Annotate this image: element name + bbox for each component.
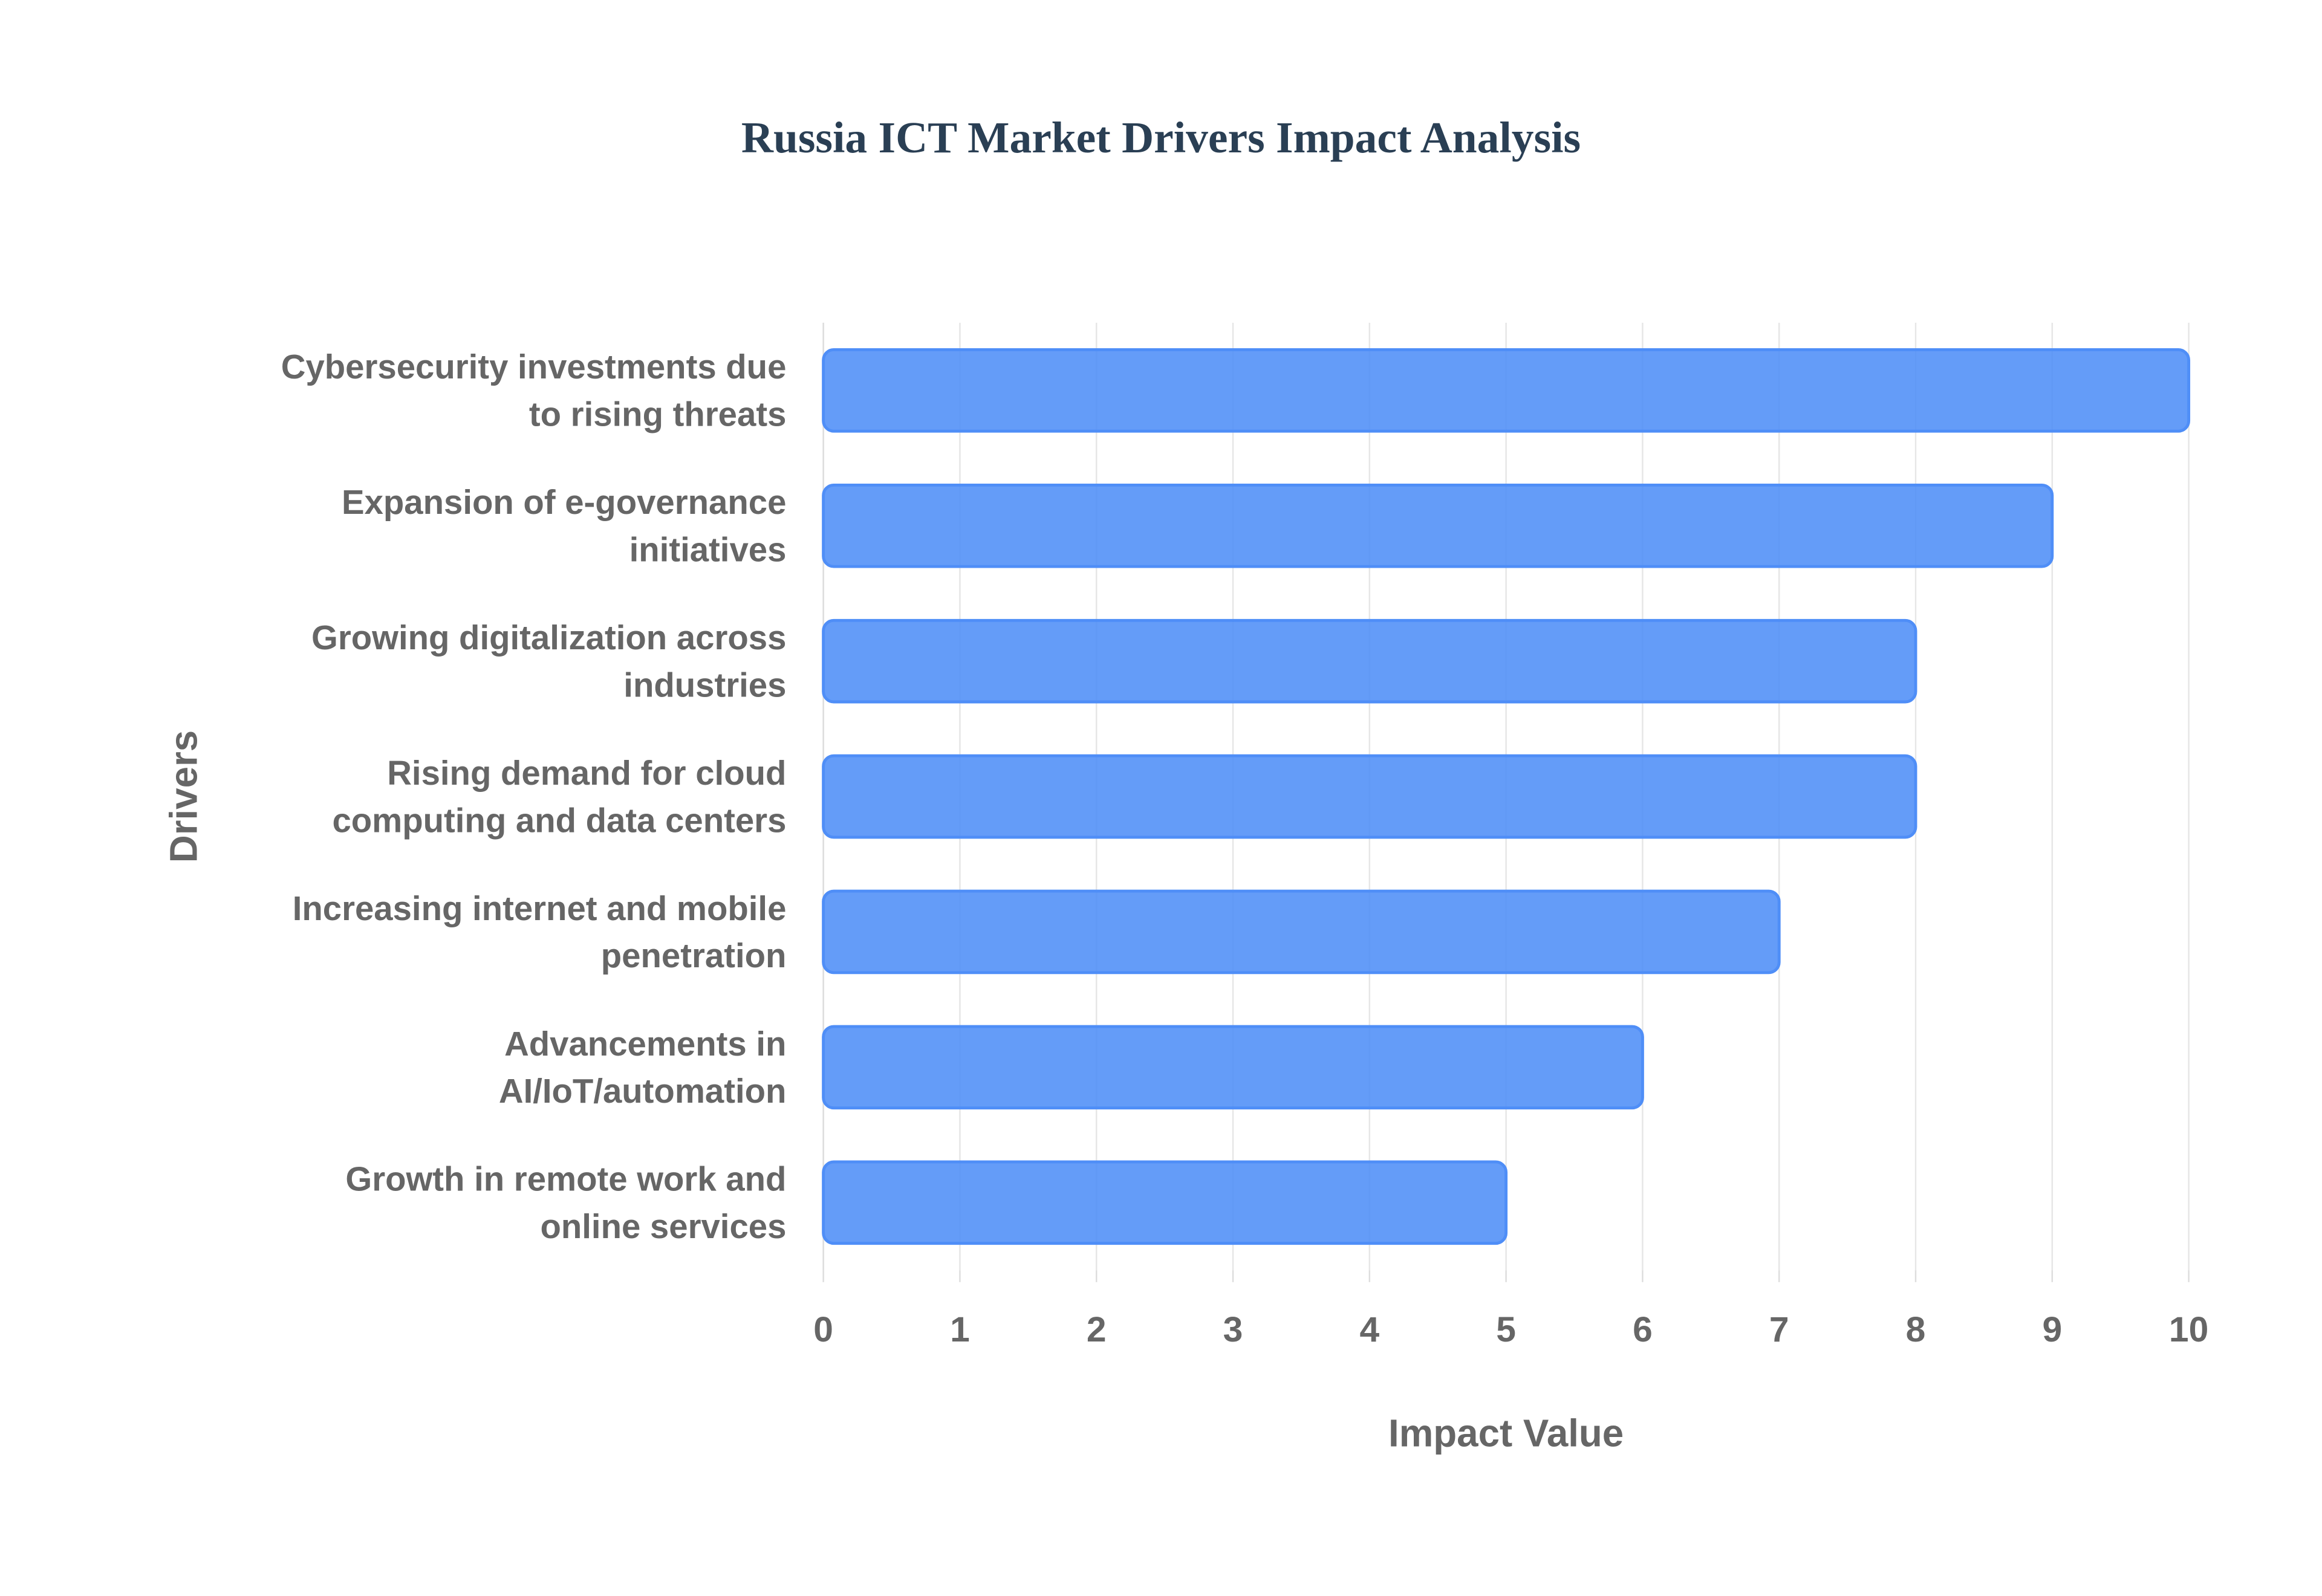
y-tick-label: Growing digitalization across industries [311, 618, 786, 704]
x-tick-label: 6 [1633, 1310, 1653, 1349]
bar [822, 1025, 1644, 1110]
x-tick-label: 7 [1769, 1310, 1789, 1349]
x-tick-label: 2 [1087, 1310, 1107, 1349]
bar [822, 754, 1917, 839]
x-tick-label: 3 [1223, 1310, 1243, 1349]
bar [822, 618, 1917, 704]
x-tick-label: 5 [1496, 1310, 1516, 1349]
bar [822, 1160, 1508, 1245]
chart-title: Russia ICT Market Drivers Impact Analysi… [741, 113, 1581, 162]
x-tick-label: 1 [950, 1310, 970, 1349]
y-tick-label: Rising demand for cloud computing and dat… [332, 754, 786, 839]
y-axis-label: Drivers [163, 730, 206, 863]
y-tick-label: Expansion of e-governance initiatives [342, 483, 786, 568]
x-tick-label: 8 [1906, 1310, 1926, 1349]
y-tick-label: Advancements in AI/IoT/automation [499, 1025, 787, 1110]
x-tick-label: 4 [1359, 1310, 1379, 1349]
bar [822, 889, 1781, 975]
x-tick-label: 9 [2042, 1310, 2062, 1349]
x-tick-label: 0 [813, 1310, 833, 1349]
x-axis-label: Impact Value [1388, 1412, 1624, 1455]
y-tick-label: Growth in remote work and online services [345, 1160, 786, 1245]
y-tick-label: Increasing internet and mobile penetratio… [293, 889, 787, 975]
x-tick-label: 10 [2169, 1310, 2208, 1349]
y-tick-label: Cybersecurity investments due to rising t… [281, 348, 787, 433]
bar [822, 483, 2054, 568]
bar [822, 348, 2191, 433]
